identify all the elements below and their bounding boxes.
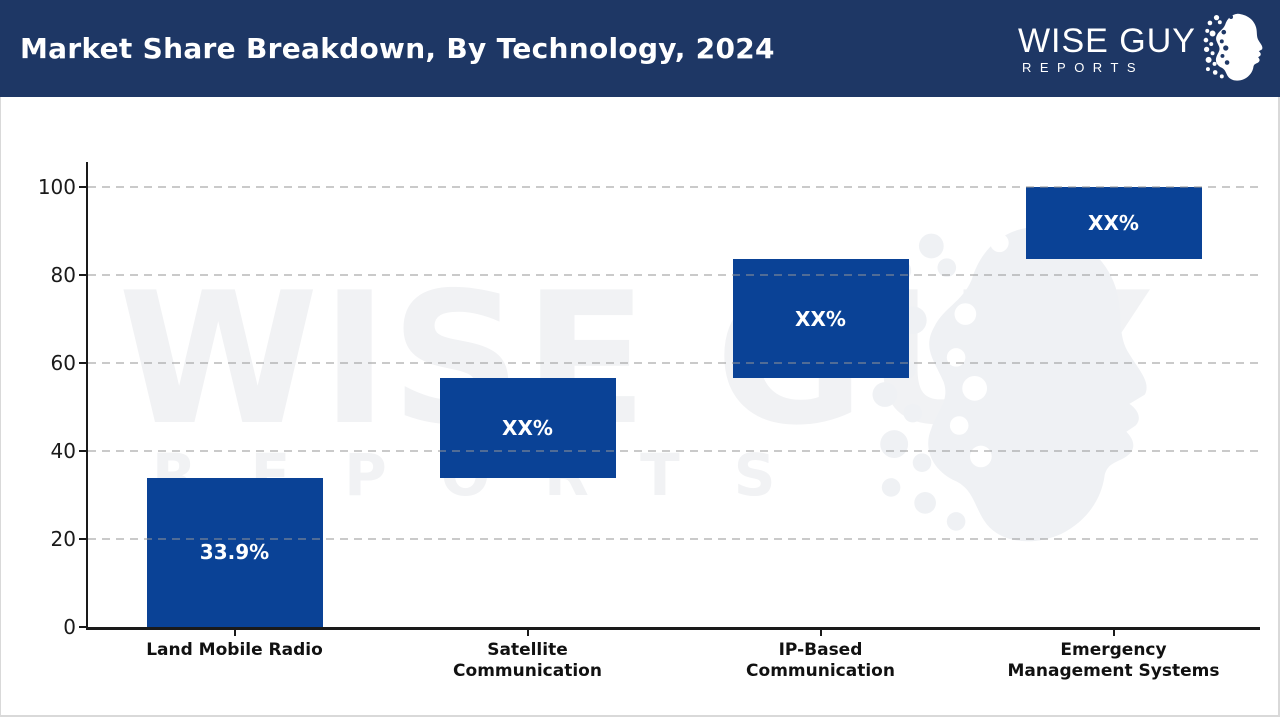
x-tick-mark bbox=[1112, 627, 1115, 636]
y-tick-mark bbox=[79, 626, 88, 628]
gridline-100 bbox=[88, 186, 1260, 188]
y-tick-mark bbox=[79, 450, 88, 452]
gridline-60 bbox=[88, 362, 1260, 364]
bar-ip-based-communication: XX% bbox=[732, 259, 909, 378]
bar-value-label: 33.9% bbox=[199, 540, 270, 565]
page-title: Market Share Breakdown, By Technology, 2… bbox=[20, 32, 775, 65]
y-tick-mark bbox=[79, 186, 88, 188]
brand-head-icon bbox=[1203, 13, 1263, 81]
y-tick-mark bbox=[79, 538, 88, 540]
x-tick-mark bbox=[526, 627, 529, 636]
bar-value-label: XX% bbox=[795, 306, 846, 331]
frame-border-bottom bbox=[0, 715, 1280, 717]
brand-subname: REPORTS bbox=[1021, 59, 1145, 75]
category-label-ip-based-communication: IP-Based Communication bbox=[746, 640, 895, 681]
y-tick-label: 100 bbox=[37, 175, 76, 199]
header: Market Share Breakdown, By Technology, 2… bbox=[0, 0, 1280, 97]
frame-border-left bbox=[0, 97, 1, 717]
gridline-80 bbox=[88, 274, 1260, 276]
x-tick-mark bbox=[233, 627, 236, 636]
y-tick-label: 20 bbox=[50, 527, 76, 551]
y-axis bbox=[86, 162, 88, 630]
y-tick-label: 80 bbox=[50, 263, 76, 287]
bar-satellite-communication: XX% bbox=[439, 377, 616, 478]
category-label-satellite-communication: Satellite Communication bbox=[453, 640, 602, 681]
frame-border-right bbox=[1278, 97, 1280, 717]
y-tick-label: 40 bbox=[50, 439, 76, 463]
brand-wordmark: WISE GUY REPORTS bbox=[1018, 24, 1196, 74]
brand-name: WISE GUY bbox=[1017, 21, 1196, 60]
bar-value-label: XX% bbox=[502, 415, 553, 440]
y-tick-label: 0 bbox=[63, 615, 76, 639]
x-axis bbox=[86, 627, 1260, 630]
brand-logo: WISE GUY REPORTS bbox=[1018, 0, 1268, 97]
bar-emergency-management-systems: XX% bbox=[1025, 187, 1202, 260]
bar-land-mobile-radio: 33.9% bbox=[146, 477, 323, 627]
y-tick-label: 60 bbox=[50, 351, 76, 375]
x-tick-mark bbox=[819, 627, 822, 636]
gridline-20 bbox=[88, 538, 1260, 540]
category-label-land-mobile-radio: Land Mobile Radio bbox=[146, 640, 323, 660]
gridline-40 bbox=[88, 450, 1260, 452]
y-tick-mark bbox=[79, 274, 88, 276]
watermark-head-icon bbox=[870, 227, 1147, 542]
category-label-emergency-management-systems: Emergency Management Systems bbox=[1007, 640, 1220, 681]
y-tick-mark bbox=[79, 362, 88, 364]
bar-value-label: XX% bbox=[1088, 211, 1139, 236]
